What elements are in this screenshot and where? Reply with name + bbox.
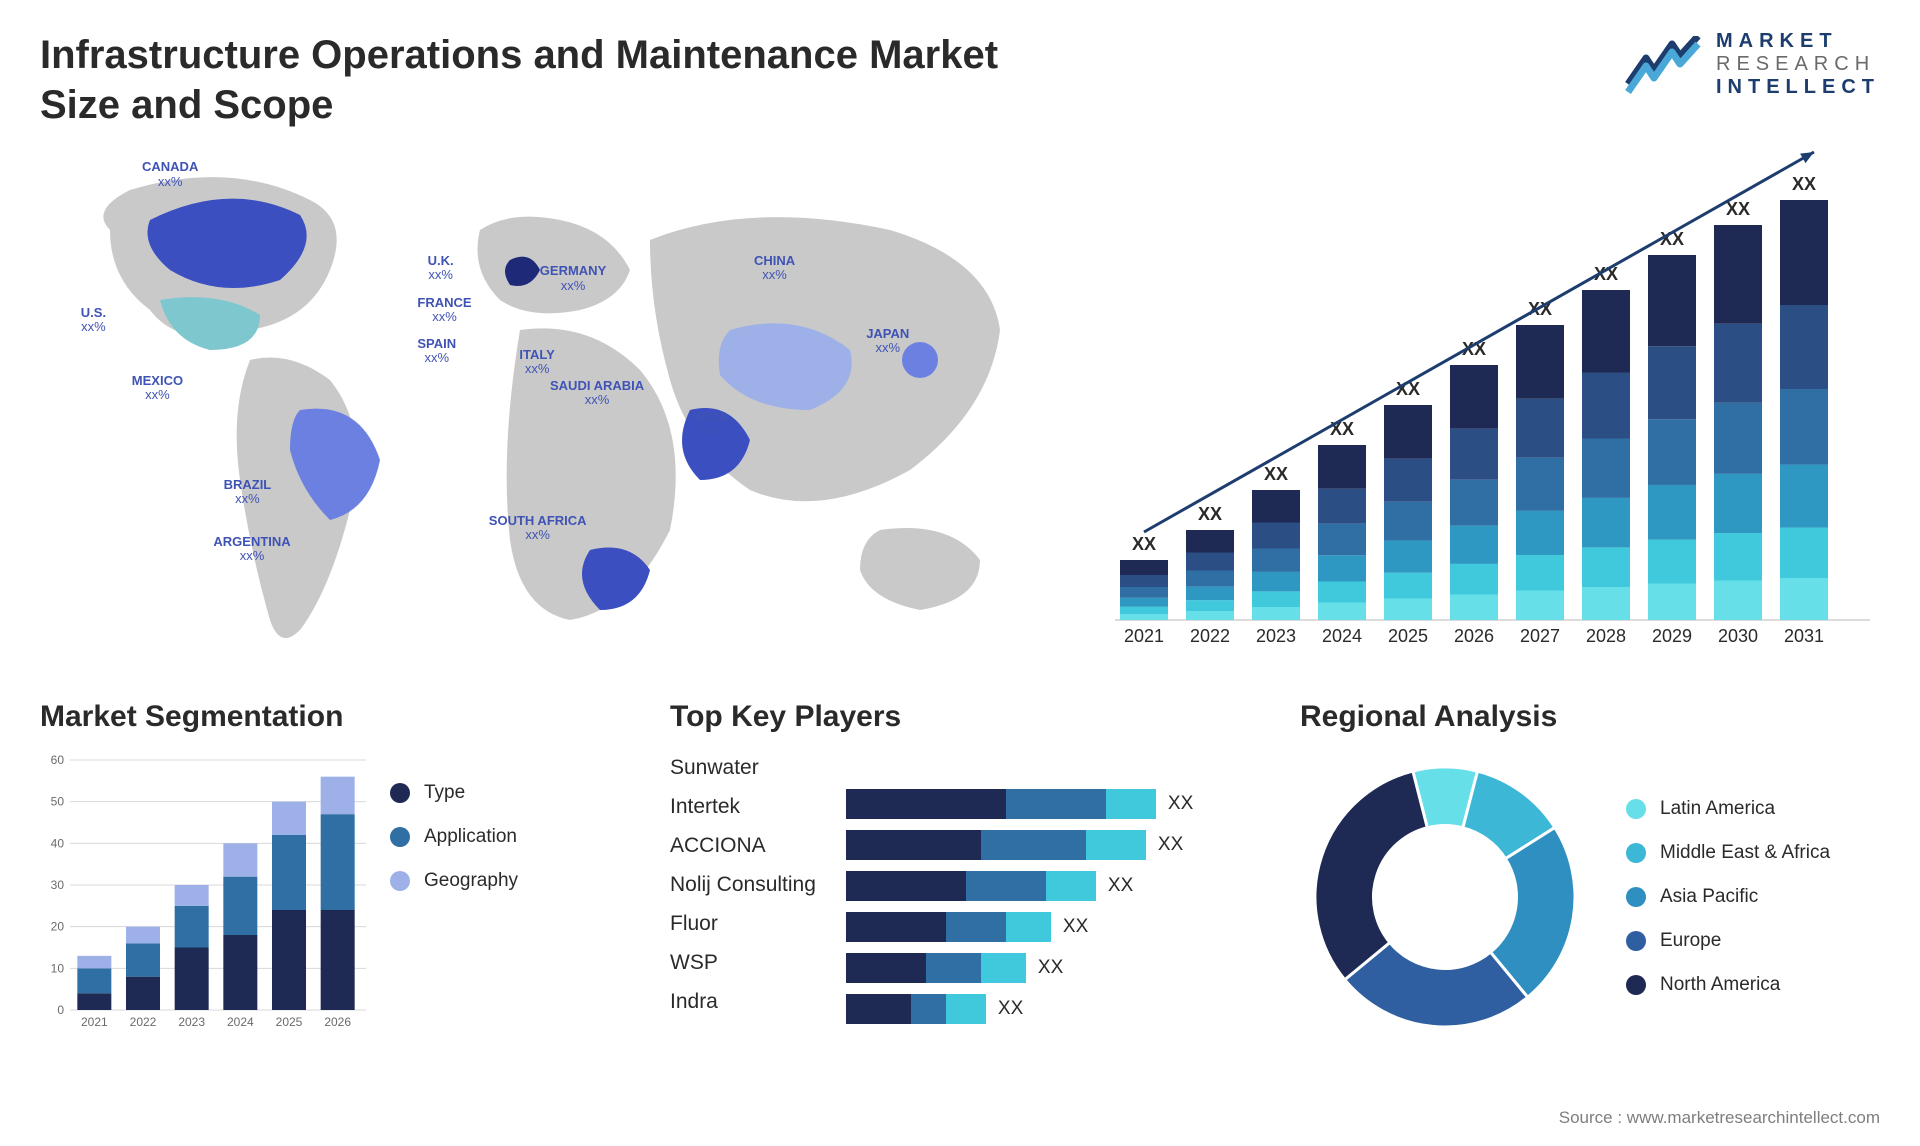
regional-donut-chart [1300, 752, 1590, 1042]
svg-text:2026: 2026 [1454, 626, 1494, 646]
players-name-list: Sunwater Intertek ACCIONA Nolij Consulting F… [670, 752, 816, 1024]
country-label: ARGENTINAxx% [213, 535, 290, 564]
svg-text:2022: 2022 [1190, 626, 1230, 646]
svg-text:2027: 2027 [1520, 626, 1560, 646]
legend-item: Geography [390, 870, 518, 892]
legend-item: Asia Pacific [1626, 886, 1830, 908]
players-bar-chart: XX XX XX XX XX XX [846, 752, 1250, 1024]
segmentation-title: Market Segmentation [40, 700, 620, 734]
country-label: JAPANxx% [866, 327, 909, 356]
svg-text:XX: XX [1726, 199, 1750, 219]
svg-text:XX: XX [1198, 504, 1222, 524]
legend-item: Application [390, 826, 518, 848]
legend-item: Europe [1626, 930, 1830, 952]
svg-text:2023: 2023 [178, 1015, 205, 1029]
svg-text:0: 0 [57, 1003, 64, 1017]
country-label: SOUTH AFRICAxx% [489, 514, 587, 543]
logo-line2: RESEARCH [1716, 53, 1880, 76]
segmentation-stacked-bar-chart: 0 10 20 30 40 50 60 2021 2022 2023 2024 2025 2026 [40, 752, 370, 1032]
svg-text:2026: 2026 [324, 1015, 351, 1029]
svg-text:XX: XX [1330, 419, 1354, 439]
logo-mark-icon [1624, 36, 1702, 94]
country-label: SAUDI ARABIAxx% [550, 379, 644, 408]
player-name: Intertek [670, 795, 816, 819]
legend-item: Type [390, 782, 518, 804]
regional-section: Regional Analysis Latin America Middle Ea… [1300, 700, 1880, 1042]
svg-text:2028: 2028 [1586, 626, 1626, 646]
svg-text:20: 20 [51, 920, 65, 934]
svg-text:2023: 2023 [1256, 626, 1296, 646]
player-bar-row: XX [846, 830, 1250, 860]
player-name: Sunwater [670, 756, 816, 780]
country-label: BRAZILxx% [224, 478, 272, 507]
svg-text:2029: 2029 [1652, 626, 1692, 646]
world-map-icon [40, 150, 1060, 670]
svg-text:40: 40 [51, 836, 65, 850]
player-bar-row: XX [846, 912, 1250, 942]
country-label: GERMANYxx% [540, 264, 606, 293]
player-name: Nolij Consulting [670, 873, 816, 897]
player-bar-row: XX [846, 953, 1250, 983]
svg-text:2021: 2021 [81, 1015, 108, 1029]
regional-title: Regional Analysis [1300, 700, 1880, 734]
logo-line3: INTELLECT [1716, 76, 1880, 99]
regional-legend: Latin America Middle East & Africa Asia Pa… [1626, 798, 1830, 996]
player-bar-row: XX [846, 789, 1250, 819]
player-bar-row: XX [846, 871, 1250, 901]
svg-text:2024: 2024 [227, 1015, 254, 1029]
country-label: CANADAxx% [142, 160, 198, 189]
svg-text:2030: 2030 [1718, 626, 1758, 646]
svg-text:2024: 2024 [1322, 626, 1362, 646]
country-label: U.K.xx% [428, 254, 454, 283]
players-title: Top Key Players [670, 700, 1250, 734]
svg-text:2025: 2025 [1388, 626, 1428, 646]
legend-item: North America [1626, 974, 1830, 996]
growth-stacked-bar-chart: 2021 XX 2022 XX 2023 XX 2024 XX 2025 XX 2026 XX 2027… [1100, 150, 1880, 670]
svg-text:XX: XX [1132, 534, 1156, 554]
player-name: Indra [670, 990, 816, 1014]
svg-text:10: 10 [51, 961, 65, 975]
country-label: U.S.xx% [81, 306, 106, 335]
growth-chart-panel: 2021 XX 2022 XX 2023 XX 2024 XX 2025 XX 2026 XX 2027… [1100, 150, 1880, 670]
svg-text:2025: 2025 [276, 1015, 303, 1029]
world-map-panel: CANADAxx% U.S.xx% MEXICOxx% BRAZILxx% ARGENT… [40, 150, 1060, 670]
country-label: ITALYxx% [519, 348, 554, 377]
svg-text:XX: XX [1264, 464, 1288, 484]
legend-item: Latin America [1626, 798, 1830, 820]
source-text: Source : www.marketresearchintellect.com [1559, 1108, 1880, 1128]
brand-logo: MARKET RESEARCH INTELLECT [1624, 30, 1880, 99]
player-name: Fluor [670, 912, 816, 936]
svg-text:30: 30 [51, 878, 65, 892]
players-section: Top Key Players Sunwater Intertek ACCIONA N… [670, 700, 1250, 1042]
player-name: ACCIONA [670, 834, 816, 858]
svg-text:2031: 2031 [1784, 626, 1824, 646]
svg-text:XX: XX [1792, 174, 1816, 194]
svg-text:60: 60 [51, 753, 65, 767]
page-title: Infrastructure Operations and Maintenanc… [40, 30, 1040, 130]
player-name: WSP [670, 951, 816, 975]
player-bar-row: XX [846, 994, 1250, 1024]
country-label: MEXICOxx% [132, 374, 183, 403]
country-label: CHINAxx% [754, 254, 795, 283]
legend-item: Middle East & Africa [1626, 842, 1830, 864]
svg-text:2021: 2021 [1124, 626, 1164, 646]
segmentation-section: Market Segmentation 0 10 20 30 40 50 60 2021 202… [40, 700, 620, 1042]
segmentation-legend: Type Application Geography [390, 752, 518, 1032]
country-label: SPAINxx% [417, 337, 456, 366]
country-label: FRANCExx% [417, 296, 471, 325]
svg-text:2022: 2022 [130, 1015, 157, 1029]
svg-text:50: 50 [51, 795, 65, 809]
logo-line1: MARKET [1716, 30, 1880, 53]
country-label: INDIAxx% [693, 410, 728, 439]
